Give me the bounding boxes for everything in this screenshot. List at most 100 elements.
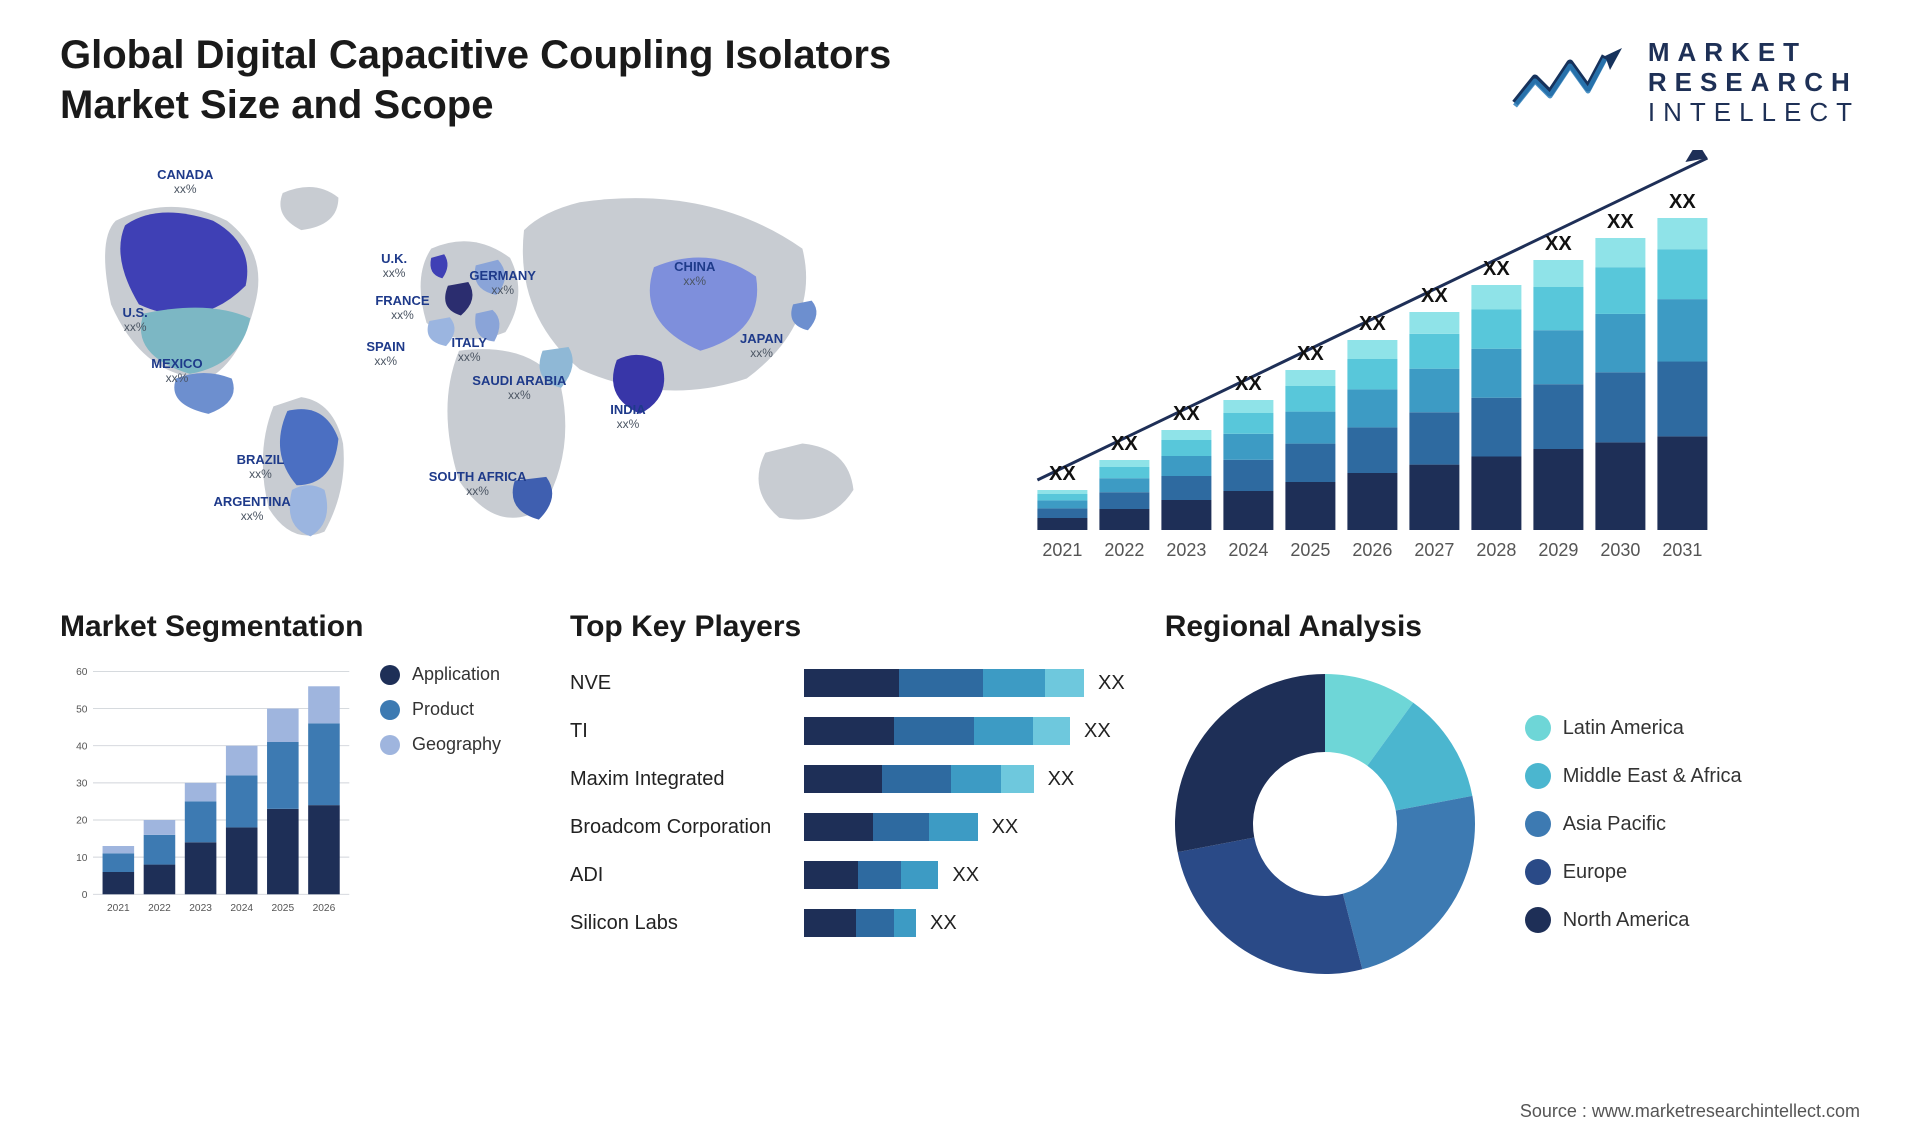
- map-country-label: SPAINxx%: [366, 339, 405, 368]
- regional-title: Regional Analysis: [1165, 610, 1860, 644]
- brand-logo: MARKET RESEARCH INTELLECT: [1510, 30, 1860, 128]
- map-country-label: FRANCExx%: [375, 293, 429, 322]
- player-value: XX: [1048, 768, 1075, 791]
- svg-text:2026: 2026: [1353, 540, 1393, 560]
- growth-chart: 2021 2022 2023 2024 2025 2026 2027 2028 2029 2030…: [955, 150, 1860, 570]
- svg-text:2028: 2028: [1477, 540, 1517, 560]
- map-country-label: GERMANYxx%: [469, 268, 535, 297]
- brand-mark-icon: [1510, 48, 1630, 118]
- svg-text:30: 30: [76, 779, 88, 790]
- svg-text:10: 10: [76, 853, 88, 864]
- player-name: Broadcom Corporation: [570, 816, 790, 839]
- svg-text:2024: 2024: [230, 903, 253, 914]
- growth-chart-svg: 2021 2022 2023 2024 2025 2026 2027 2028 2029 2030…: [955, 150, 1860, 570]
- map-country-label: ITALYxx%: [452, 335, 487, 364]
- segmentation-legend-item: Geography: [380, 734, 501, 755]
- svg-text:2027: 2027: [1415, 540, 1455, 560]
- svg-text:20: 20: [76, 816, 88, 827]
- svg-text:2022: 2022: [1105, 540, 1145, 560]
- svg-text:XX: XX: [1421, 285, 1448, 307]
- segmentation-legend: Application Product Geography: [380, 664, 501, 755]
- player-row: NVE XX: [570, 664, 1125, 702]
- svg-text:XX: XX: [1049, 463, 1076, 485]
- svg-text:XX: XX: [1359, 313, 1386, 335]
- player-row: Broadcom Corporation XX: [570, 808, 1125, 846]
- map-country-label: CHINAxx%: [674, 259, 715, 288]
- map-country-label: U.K.xx%: [381, 251, 407, 280]
- segmentation-panel: Market Segmentation 2021 2022 2023 2024 2025…: [60, 610, 530, 984]
- map-country-label: JAPANxx%: [740, 331, 783, 360]
- regional-panel: Regional Analysis Latin America Middle Ea…: [1165, 610, 1860, 984]
- player-name: NVE: [570, 672, 790, 695]
- map-country-label: CANADAxx%: [157, 167, 213, 196]
- svg-text:2031: 2031: [1663, 540, 1703, 560]
- player-bar: [804, 909, 916, 937]
- region-legend-item: Middle East & Africa: [1525, 763, 1742, 789]
- player-bar: [804, 669, 1084, 697]
- map-country-label: BRAZILxx%: [237, 452, 285, 481]
- svg-text:2030: 2030: [1601, 540, 1641, 560]
- region-legend-item: Asia Pacific: [1525, 811, 1742, 837]
- svg-text:60: 60: [76, 667, 88, 678]
- region-legend-item: North America: [1525, 907, 1742, 933]
- svg-text:50: 50: [76, 704, 88, 715]
- segmentation-title: Market Segmentation: [60, 610, 530, 644]
- svg-text:XX: XX: [1483, 258, 1510, 280]
- segmentation-legend-item: Product: [380, 699, 501, 720]
- svg-text:XX: XX: [1545, 233, 1572, 255]
- map-country-label: MEXICOxx%: [151, 356, 202, 385]
- svg-text:2024: 2024: [1229, 540, 1269, 560]
- player-name: TI: [570, 720, 790, 743]
- svg-text:2025: 2025: [1291, 540, 1331, 560]
- regional-donut: [1165, 664, 1485, 984]
- region-legend-item: Europe: [1525, 859, 1742, 885]
- svg-text:XX: XX: [1607, 211, 1634, 233]
- player-name: ADI: [570, 864, 790, 887]
- player-value: XX: [952, 864, 979, 887]
- svg-text:XX: XX: [1297, 343, 1324, 365]
- svg-text:2025: 2025: [271, 903, 294, 914]
- svg-text:XX: XX: [1173, 403, 1200, 425]
- segmentation-chart: 2021 2022 2023 2024 2025 2026 0 10 20 30 40 50 60: [60, 664, 360, 924]
- player-row: Silicon Labs XX: [570, 904, 1125, 942]
- svg-text:2022: 2022: [148, 903, 171, 914]
- map-country-label: ARGENTINAxx%: [213, 494, 290, 523]
- map-country-label: U.S.xx%: [123, 305, 148, 334]
- svg-text:2026: 2026: [313, 903, 336, 914]
- svg-text:2021: 2021: [107, 903, 130, 914]
- svg-text:2023: 2023: [189, 903, 212, 914]
- player-name: Maxim Integrated: [570, 768, 790, 791]
- map-country-label: SOUTH AFRICAxx%: [429, 469, 527, 498]
- player-value: XX: [1098, 672, 1125, 695]
- player-bar: [804, 861, 938, 889]
- player-bar: [804, 717, 1070, 745]
- svg-text:2023: 2023: [1167, 540, 1207, 560]
- svg-text:40: 40: [76, 741, 88, 752]
- player-row: TI XX: [570, 712, 1125, 750]
- player-name: Silicon Labs: [570, 912, 790, 935]
- player-row: ADI XX: [570, 856, 1125, 894]
- player-value: XX: [992, 816, 1019, 839]
- world-map-panel: CANADAxx% U.S.xx%MEXICOxx% BRAZILxx% ARGENT…: [60, 150, 895, 570]
- svg-text:XX: XX: [1111, 433, 1138, 455]
- svg-text:XX: XX: [1669, 191, 1696, 213]
- brand-text: MARKET RESEARCH INTELLECT: [1648, 38, 1860, 128]
- player-value: XX: [930, 912, 957, 935]
- regional-legend: Latin America Middle East & Africa Asia Pa…: [1525, 715, 1742, 933]
- svg-text:0: 0: [82, 890, 88, 901]
- svg-text:2021: 2021: [1043, 540, 1083, 560]
- svg-text:2029: 2029: [1539, 540, 1579, 560]
- player-bar: [804, 813, 978, 841]
- player-row: Maxim Integrated XX: [570, 760, 1125, 798]
- region-legend-item: Latin America: [1525, 715, 1742, 741]
- player-bar: [804, 765, 1034, 793]
- source-text: Source : www.marketresearchintellect.com: [1520, 1101, 1860, 1122]
- map-country-label: SAUDI ARABIAxx%: [472, 373, 566, 402]
- players-title: Top Key Players: [570, 610, 1125, 644]
- segmentation-legend-item: Application: [380, 664, 501, 685]
- player-value: XX: [1084, 720, 1111, 743]
- players-panel: Top Key Players NVEXXTIXXMaxim Integrate…: [570, 610, 1125, 984]
- map-country-label: INDIAxx%: [610, 402, 645, 431]
- svg-text:XX: XX: [1235, 373, 1262, 395]
- page-title: Global Digital Capacitive Coupling Isola…: [60, 30, 960, 130]
